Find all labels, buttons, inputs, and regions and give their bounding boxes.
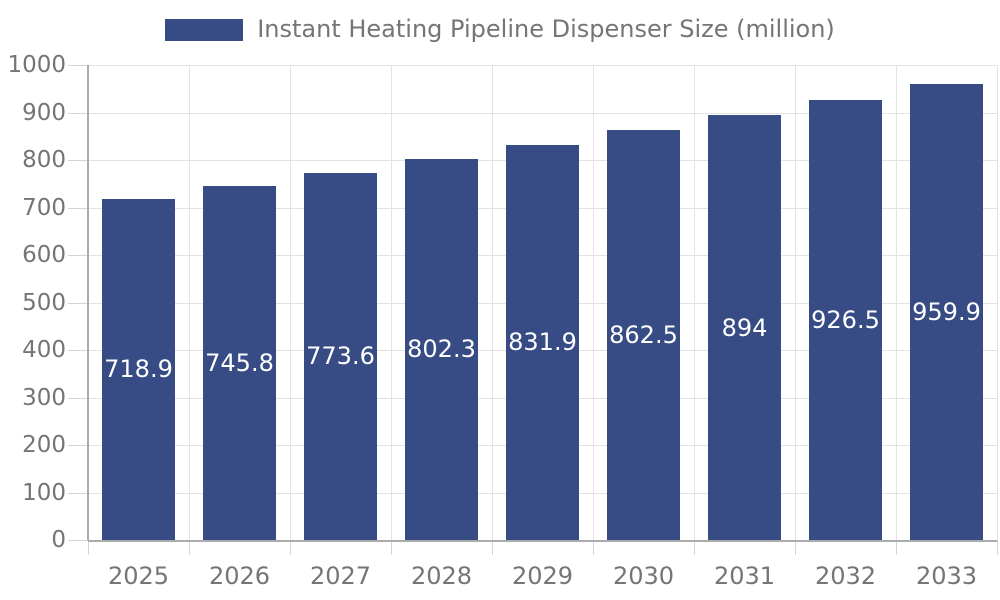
y-tick-label: 200 xyxy=(22,432,66,458)
bar-value-label: 959.9 xyxy=(912,298,981,327)
gridline-vertical xyxy=(290,65,291,540)
y-tick-label: 900 xyxy=(22,99,66,126)
gridline-vertical xyxy=(593,65,594,540)
gridline-vertical xyxy=(189,65,190,540)
bar-2031 xyxy=(708,115,781,540)
x-tick-label: 2028 xyxy=(410,562,473,590)
x-tick-label: 2031 xyxy=(713,562,776,590)
x-axis-tick xyxy=(694,540,695,555)
bar-2026 xyxy=(203,185,276,540)
y-tick-label: 700 xyxy=(22,194,66,221)
y-tick-label: 400 xyxy=(22,337,66,363)
y-axis-tick xyxy=(68,255,88,256)
x-tick-label: 2032 xyxy=(814,562,877,590)
bar-2030 xyxy=(607,130,680,540)
x-tick-label: 2026 xyxy=(208,562,271,590)
bar-value-label: 802.3 xyxy=(407,335,476,364)
legend-item[interactable]: Instant Heating Pipeline Dispenser Size … xyxy=(165,16,835,43)
y-axis-tick xyxy=(68,302,88,304)
gridline-horizontal xyxy=(88,112,997,114)
y-axis-tick xyxy=(68,112,88,114)
x-axis-tick xyxy=(593,540,594,555)
x-axis-tick xyxy=(795,540,796,555)
y-axis-tick xyxy=(68,207,88,209)
y-tick-label: 800 xyxy=(22,147,66,173)
y-axis-tick xyxy=(68,445,88,446)
x-axis-tick xyxy=(391,540,392,555)
x-axis-tick xyxy=(189,540,190,555)
bar-2032 xyxy=(809,99,882,540)
x-axis-tick xyxy=(896,540,897,555)
y-axis-line xyxy=(87,65,89,540)
x-axis-line xyxy=(88,540,997,542)
x-tick-label: 2033 xyxy=(915,562,978,590)
y-axis-tick xyxy=(68,350,88,351)
gridline-vertical xyxy=(694,65,695,540)
gridline-horizontal xyxy=(88,65,997,66)
y-axis-tick xyxy=(68,160,88,161)
y-tick-label: 300 xyxy=(22,384,66,411)
y-tick-label: 0 xyxy=(51,527,66,553)
gridline-vertical xyxy=(795,65,796,540)
y-tick-label: 100 xyxy=(22,479,66,506)
bar-2033 xyxy=(910,84,983,540)
bar-2029 xyxy=(506,144,579,540)
gridline-vertical xyxy=(896,65,897,540)
bar-value-label: 773.6 xyxy=(306,342,375,371)
y-axis-tick xyxy=(68,540,88,541)
y-tick-label: 1000 xyxy=(7,52,66,78)
x-tick-label: 2029 xyxy=(511,562,574,590)
gridline-vertical xyxy=(391,65,392,540)
x-axis-tick xyxy=(492,540,493,555)
bar-value-label: 926.5 xyxy=(811,305,880,334)
y-tick-label: 600 xyxy=(22,242,66,268)
y-axis-tick xyxy=(68,65,88,66)
y-tick-label: 500 xyxy=(22,289,66,316)
gridline-vertical xyxy=(997,65,998,540)
legend: Instant Heating Pipeline Dispenser Size … xyxy=(0,16,1000,43)
y-axis-tick xyxy=(68,492,88,494)
y-axis-tick xyxy=(68,397,88,399)
legend-label: Instant Heating Pipeline Dispenser Size … xyxy=(257,15,835,43)
x-axis-tick xyxy=(290,540,291,555)
bar-value-label: 862.5 xyxy=(609,321,678,350)
x-tick-label: 2030 xyxy=(612,562,675,590)
x-tick-label: 2025 xyxy=(107,562,170,590)
x-axis-tick xyxy=(997,540,998,555)
x-axis-tick xyxy=(88,540,89,555)
bar-2025 xyxy=(102,198,175,540)
x-tick-label: 2027 xyxy=(309,562,372,590)
bar-2028 xyxy=(405,158,478,540)
bar-value-label: 894 xyxy=(721,313,768,342)
bar-value-label: 831.9 xyxy=(508,328,577,357)
gridline-vertical xyxy=(492,65,493,540)
legend-swatch-icon xyxy=(165,18,244,41)
bar-2027 xyxy=(304,172,377,540)
bar-value-label: 718.9 xyxy=(104,355,173,384)
bar-value-label: 745.8 xyxy=(205,348,274,377)
